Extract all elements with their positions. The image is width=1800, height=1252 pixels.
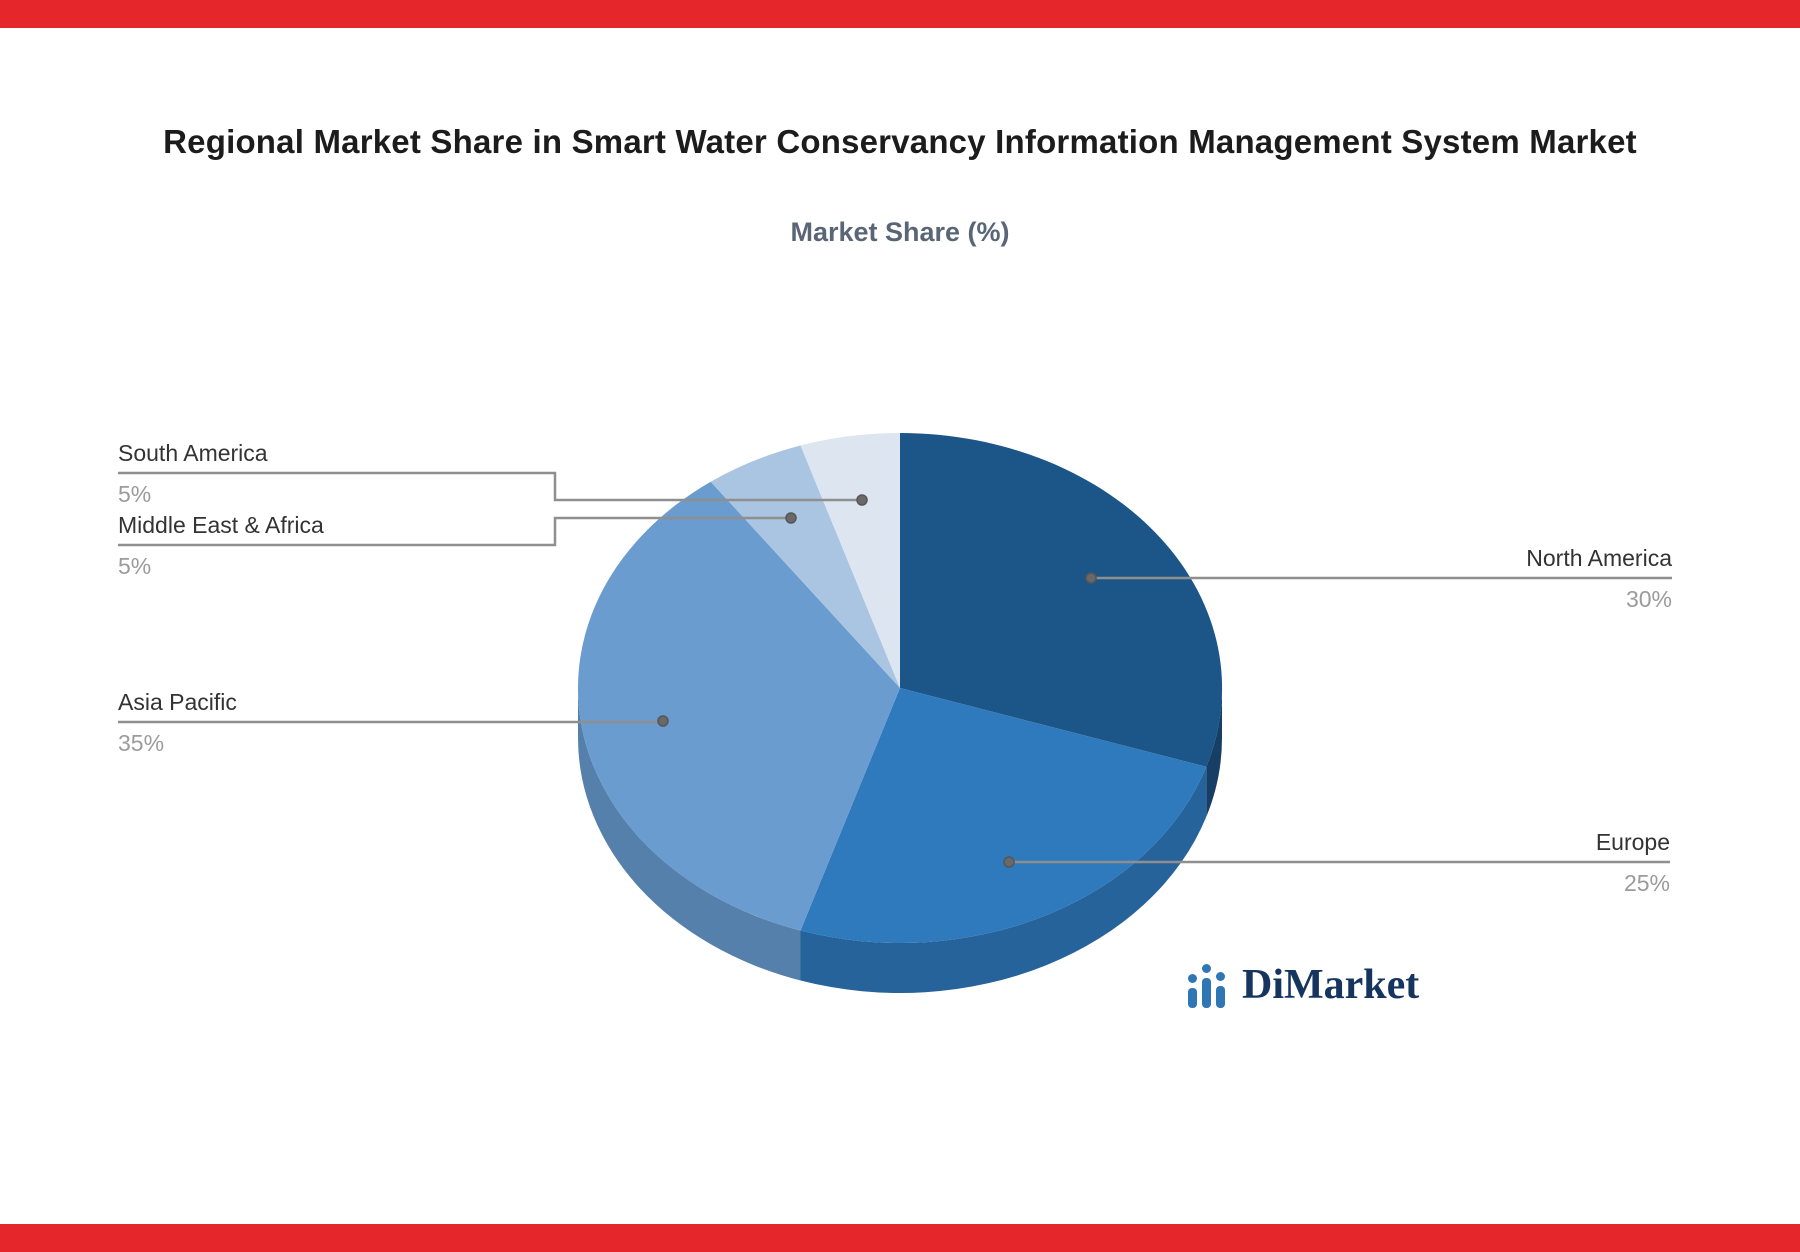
side-north-america [1206, 688, 1223, 817]
pct-europe: 25% [1623, 870, 1670, 896]
top-red-bar [0, 0, 1800, 28]
chart-title: Regional Market Share in Smart Water Con… [163, 123, 1637, 160]
bottom-red-bar [0, 1224, 1800, 1252]
dimarket-logo: DiMarket [1188, 952, 1448, 1008]
pct-asia-pacific: 35% [118, 730, 165, 756]
callout-lines [118, 471, 1672, 864]
label-asia-pacific: Asia Pacific [118, 689, 237, 715]
pct-middle-east-africa: 5% [118, 553, 152, 579]
dot-south-america [856, 494, 868, 506]
pie-slice-middle-east-africa [710, 445, 900, 688]
label-south-america: South America [118, 440, 268, 466]
label-north-america: North America [1526, 545, 1672, 571]
pct-north-america: 30% [1625, 586, 1672, 612]
pie-slice-north-america [900, 433, 1223, 767]
dot-europe [1003, 856, 1015, 868]
logo-text: DiMarket [1242, 962, 1420, 1008]
side-asia-pacific [578, 688, 801, 981]
pie-3d-sides [578, 688, 1223, 993]
pie-slice-south-america [800, 433, 900, 688]
callout-dots [657, 494, 1097, 868]
bar-chart-icon [1188, 962, 1232, 1008]
pct-south-america: 5% [118, 481, 152, 507]
pie-slice-asia-pacific [578, 481, 900, 931]
label-europe: Europe [1595, 829, 1670, 855]
pie-slice-europe [800, 688, 1207, 943]
leader-south-america [118, 471, 862, 502]
dot-middle-east-africa [785, 512, 797, 524]
pie-slices [578, 433, 1223, 943]
side-europe [800, 766, 1207, 993]
dot-asia-pacific [657, 715, 669, 727]
label-middle-east-africa: Middle East & Africa [118, 512, 324, 538]
chart-subtitle: Market Share (%) [790, 217, 1010, 247]
leader-middle-east-africa [118, 516, 791, 547]
dot-north-america [1085, 572, 1097, 584]
